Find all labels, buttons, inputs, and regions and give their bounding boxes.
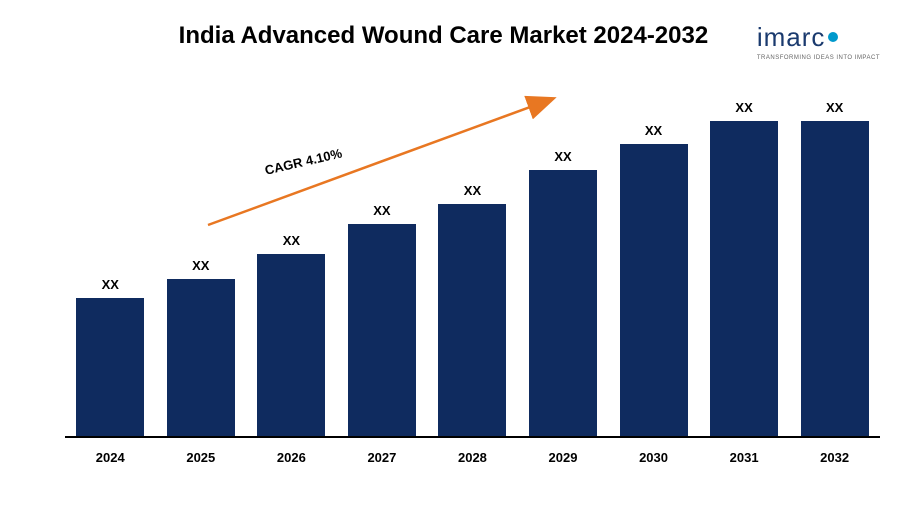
bar xyxy=(529,170,597,436)
x-axis-label: 2032 xyxy=(799,442,871,468)
bar-value-label: XX xyxy=(373,203,390,218)
bar-group: XX xyxy=(346,203,418,436)
x-axis-label: 2030 xyxy=(618,442,690,468)
logo-text: imarc xyxy=(757,22,839,53)
bar-value-label: XX xyxy=(826,100,843,115)
bar-value-label: XX xyxy=(735,100,752,115)
bar-value-label: XX xyxy=(554,149,571,164)
bar-group: XX xyxy=(436,183,508,436)
bar-group: XX xyxy=(74,277,146,436)
logo-tagline: TRANSFORMING IDEAS INTO IMPACT xyxy=(757,55,880,61)
bar-value-label: XX xyxy=(102,277,119,292)
bar xyxy=(620,144,688,436)
logo: imarc TRANSFORMING IDEAS INTO IMPACT xyxy=(757,22,880,61)
bar-group: XX xyxy=(799,100,871,436)
bar xyxy=(167,279,235,436)
bar xyxy=(801,121,869,436)
x-axis-label: 2026 xyxy=(255,442,327,468)
bar-value-label: XX xyxy=(283,233,300,248)
logo-dot-icon xyxy=(828,32,838,42)
bars-container: XX XX XX XX XX XX XX XX XX xyxy=(65,80,880,438)
x-axis-label: 2028 xyxy=(436,442,508,468)
bar xyxy=(710,121,778,436)
bar-group: XX xyxy=(708,100,780,436)
bar xyxy=(438,204,506,436)
bar-group: XX xyxy=(165,258,237,436)
chart-title: India Advanced Wound Care Market 2024-20… xyxy=(130,22,757,50)
x-axis-label: 2027 xyxy=(346,442,418,468)
bar-value-label: XX xyxy=(464,183,481,198)
bar xyxy=(257,254,325,436)
x-axis-label: 2029 xyxy=(527,442,599,468)
bar-group: XX xyxy=(255,233,327,436)
bar-group: XX xyxy=(527,149,599,436)
x-axis-label: 2025 xyxy=(165,442,237,468)
bar-value-label: XX xyxy=(645,123,662,138)
bar-value-label: XX xyxy=(192,258,209,273)
bar xyxy=(348,224,416,436)
x-axis-label: 2031 xyxy=(708,442,780,468)
bar xyxy=(76,298,144,436)
x-axis-labels: 2024 2025 2026 2027 2028 2029 2030 2031 2032 xyxy=(65,442,880,468)
bar-group: XX xyxy=(618,123,690,436)
x-axis-label: 2024 xyxy=(74,442,146,468)
bar-chart: XXXXXXXXXXXXXXXXXX 202420252026202720282… xyxy=(65,80,880,468)
